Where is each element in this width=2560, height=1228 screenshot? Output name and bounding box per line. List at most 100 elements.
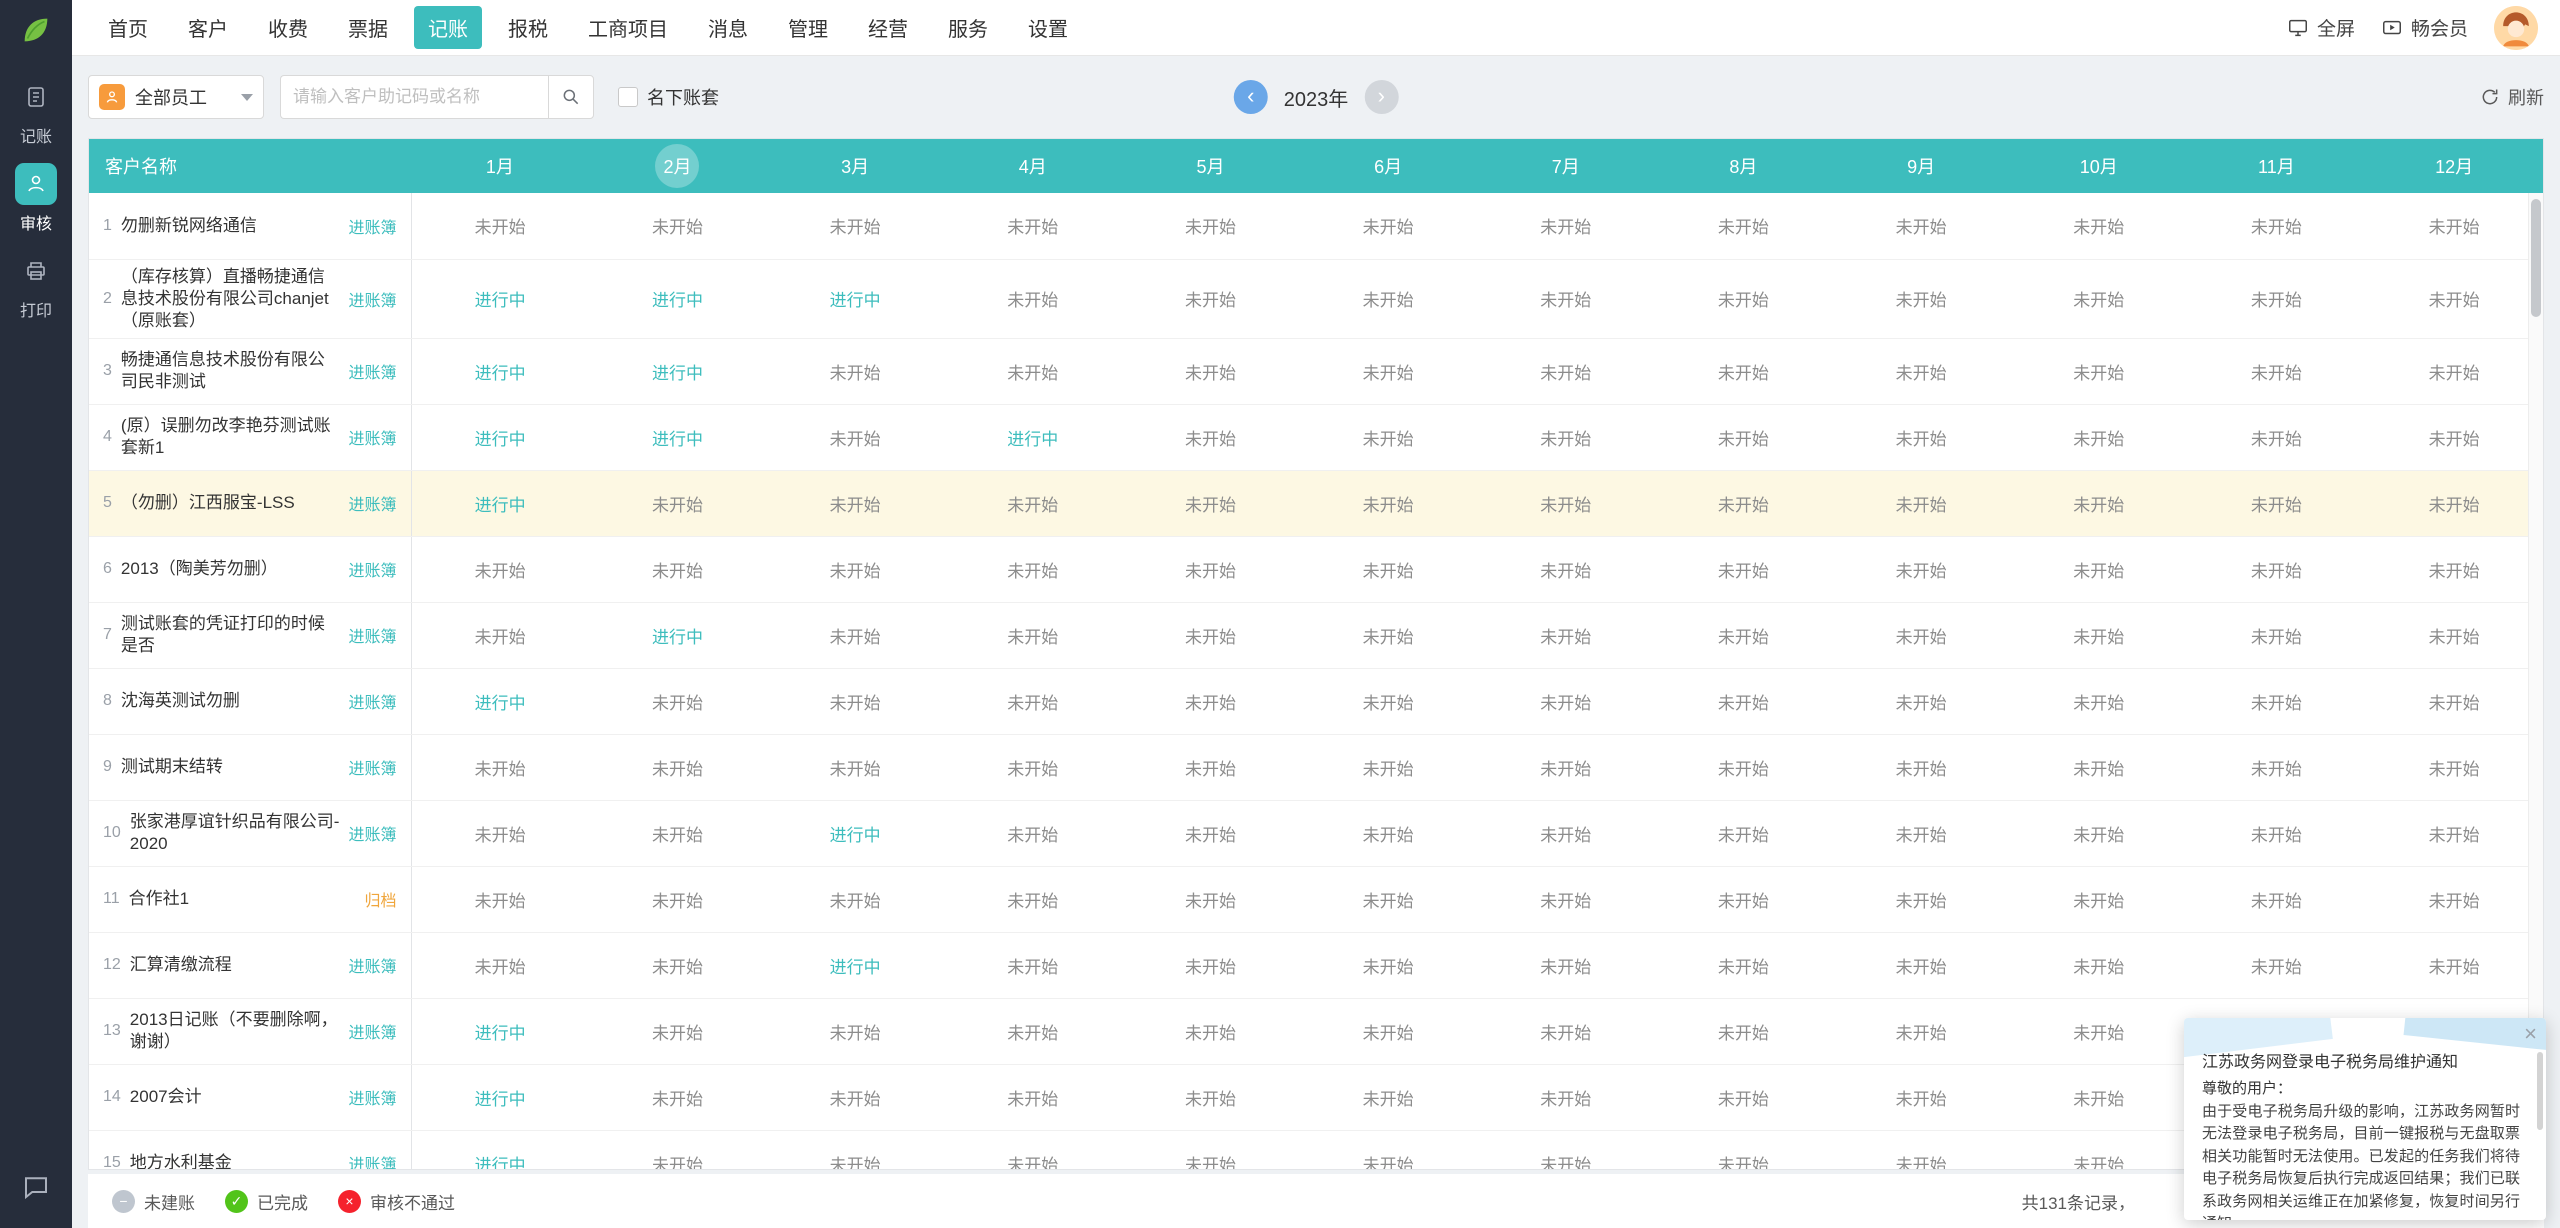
month-status-cell[interactable]: 未开始 xyxy=(2009,932,2188,999)
month-status-cell[interactable]: 未开始 xyxy=(1476,338,1655,405)
month-status-cell[interactable]: 未开始 xyxy=(1654,998,1833,1065)
month-status-cell[interactable]: 未开始 xyxy=(943,998,1122,1065)
month-status-cell[interactable]: 未开始 xyxy=(2187,338,2366,405)
month-status-cell[interactable]: 进行中 xyxy=(411,404,589,471)
month-status-cell[interactable]: 未开始 xyxy=(766,338,944,405)
month-status-cell[interactable]: 未开始 xyxy=(411,602,589,669)
month-status-cell[interactable]: 未开始 xyxy=(2187,536,2366,603)
month-status-cell[interactable]: 未开始 xyxy=(766,193,944,260)
month-status-cell[interactable]: 未开始 xyxy=(1654,193,1833,260)
month-status-cell[interactable]: 未开始 xyxy=(1121,602,1300,669)
row-action-link[interactable]: 进账簿 xyxy=(348,219,397,237)
month-status-cell[interactable]: 未开始 xyxy=(588,734,767,801)
tab-收费[interactable]: 收费 xyxy=(254,6,322,49)
vertical-scrollbar[interactable] xyxy=(2528,193,2543,1169)
month-status-cell[interactable]: 未开始 xyxy=(1476,259,1655,339)
month-status-cell[interactable]: 未开始 xyxy=(588,1064,767,1131)
month-status-cell[interactable]: 未开始 xyxy=(588,470,767,537)
row-action-link[interactable]: 进账簿 xyxy=(348,365,397,383)
month-status-cell[interactable]: 未开始 xyxy=(1476,1064,1655,1131)
month-status-cell[interactable]: 未开始 xyxy=(1299,1064,1477,1131)
row-action-link[interactable]: 进账簿 xyxy=(348,1157,397,1170)
month-status-cell[interactable]: 未开始 xyxy=(1121,998,1300,1065)
month-status-cell[interactable]: 未开始 xyxy=(1832,866,2010,933)
month-status-cell[interactable]: 未开始 xyxy=(411,536,589,603)
month-status-cell[interactable]: 未开始 xyxy=(1832,259,2010,339)
tab-服务[interactable]: 服务 xyxy=(934,6,1002,49)
month-status-cell[interactable]: 未开始 xyxy=(2009,998,2188,1065)
month-status-cell[interactable]: 未开始 xyxy=(1476,866,1655,933)
month-status-cell[interactable]: 未开始 xyxy=(2365,866,2543,933)
month-status-cell[interactable]: 未开始 xyxy=(2365,338,2543,405)
month-status-cell[interactable]: 未开始 xyxy=(2009,602,2188,669)
month-status-cell[interactable]: 进行中 xyxy=(588,404,767,471)
month-status-cell[interactable]: 未开始 xyxy=(1121,536,1300,603)
month-status-cell[interactable]: 未开始 xyxy=(2365,932,2543,999)
month-status-cell[interactable]: 进行中 xyxy=(411,1064,589,1131)
tab-消息[interactable]: 消息 xyxy=(694,6,762,49)
month-status-cell[interactable]: 未开始 xyxy=(943,668,1122,735)
search-input[interactable] xyxy=(280,75,548,119)
app-logo[interactable] xyxy=(0,0,72,60)
month-status-cell[interactable]: 未开始 xyxy=(1121,1130,1300,1169)
month-status-cell[interactable]: 未开始 xyxy=(943,800,1122,867)
month-status-cell[interactable]: 未开始 xyxy=(943,1064,1122,1131)
month-status-cell[interactable]: 未开始 xyxy=(1832,602,2010,669)
month-status-cell[interactable]: 未开始 xyxy=(588,800,767,867)
month-status-cell[interactable]: 未开始 xyxy=(1476,932,1655,999)
month-status-cell[interactable]: 未开始 xyxy=(1832,932,2010,999)
row-action-link[interactable]: 进账簿 xyxy=(348,1025,397,1043)
month-status-cell[interactable]: 未开始 xyxy=(1832,668,2010,735)
month-status-cell[interactable]: 未开始 xyxy=(2365,470,2543,537)
month-status-cell[interactable]: 未开始 xyxy=(1121,734,1300,801)
month-status-cell[interactable]: 未开始 xyxy=(411,734,589,801)
tab-工商项目[interactable]: 工商项目 xyxy=(574,6,682,49)
month-status-cell[interactable]: 未开始 xyxy=(1299,602,1477,669)
month-status-cell[interactable]: 未开始 xyxy=(588,193,767,260)
month-status-cell[interactable]: 未开始 xyxy=(766,404,944,471)
month-status-cell[interactable]: 未开始 xyxy=(588,932,767,999)
tab-首页[interactable]: 首页 xyxy=(94,6,162,49)
previous-year-button[interactable]: ‹ xyxy=(1233,80,1268,114)
month-status-cell[interactable]: 未开始 xyxy=(2187,193,2366,260)
month-status-cell[interactable]: 未开始 xyxy=(2009,734,2188,801)
tab-票据[interactable]: 票据 xyxy=(334,6,402,49)
month-status-cell[interactable]: 未开始 xyxy=(2187,866,2366,933)
month-status-cell[interactable]: 未开始 xyxy=(1121,800,1300,867)
month-status-cell[interactable]: 未开始 xyxy=(2187,734,2366,801)
member-button[interactable]: 畅会员 xyxy=(2381,14,2468,41)
month-status-cell[interactable]: 未开始 xyxy=(2009,800,2188,867)
month-status-cell[interactable]: 未开始 xyxy=(1299,668,1477,735)
month-status-cell[interactable]: 未开始 xyxy=(1121,193,1300,260)
month-status-cell[interactable]: 未开始 xyxy=(1476,998,1655,1065)
month-status-cell[interactable]: 未开始 xyxy=(588,536,767,603)
row-action-link[interactable]: 进账簿 xyxy=(348,497,397,515)
month-status-cell[interactable]: 进行中 xyxy=(588,338,767,405)
month-status-cell[interactable]: 未开始 xyxy=(943,193,1122,260)
employee-filter-select[interactable]: 全部员工 xyxy=(88,75,264,119)
tab-报税[interactable]: 报税 xyxy=(494,6,562,49)
row-action-link[interactable]: 进账簿 xyxy=(348,761,397,779)
month-status-cell[interactable]: 未开始 xyxy=(1654,932,1833,999)
row-action-link[interactable]: 进账簿 xyxy=(348,695,397,713)
month-status-cell[interactable]: 未开始 xyxy=(766,1130,944,1169)
month-status-cell[interactable]: 未开始 xyxy=(1121,259,1300,339)
month-status-cell[interactable]: 未开始 xyxy=(766,668,944,735)
month-status-cell[interactable]: 未开始 xyxy=(943,866,1122,933)
tab-管理[interactable]: 管理 xyxy=(774,6,842,49)
month-status-cell[interactable]: 未开始 xyxy=(943,338,1122,405)
month-status-cell[interactable]: 未开始 xyxy=(943,470,1122,537)
month-status-cell[interactable]: 未开始 xyxy=(943,734,1122,801)
month-status-cell[interactable]: 进行中 xyxy=(411,998,589,1065)
month-status-cell[interactable]: 未开始 xyxy=(1121,866,1300,933)
month-status-cell[interactable]: 未开始 xyxy=(1654,470,1833,537)
row-action-link[interactable]: 进账簿 xyxy=(348,959,397,977)
month-status-cell[interactable]: 未开始 xyxy=(1299,1130,1477,1169)
month-status-cell[interactable]: 未开始 xyxy=(766,1064,944,1131)
month-status-cell[interactable]: 未开始 xyxy=(1121,668,1300,735)
month-status-cell[interactable]: 未开始 xyxy=(1654,338,1833,405)
month-status-cell[interactable]: 未开始 xyxy=(1299,932,1477,999)
month-status-cell[interactable]: 未开始 xyxy=(2009,470,2188,537)
month-status-cell[interactable]: 未开始 xyxy=(2187,668,2366,735)
month-status-cell[interactable]: 进行中 xyxy=(766,259,944,339)
